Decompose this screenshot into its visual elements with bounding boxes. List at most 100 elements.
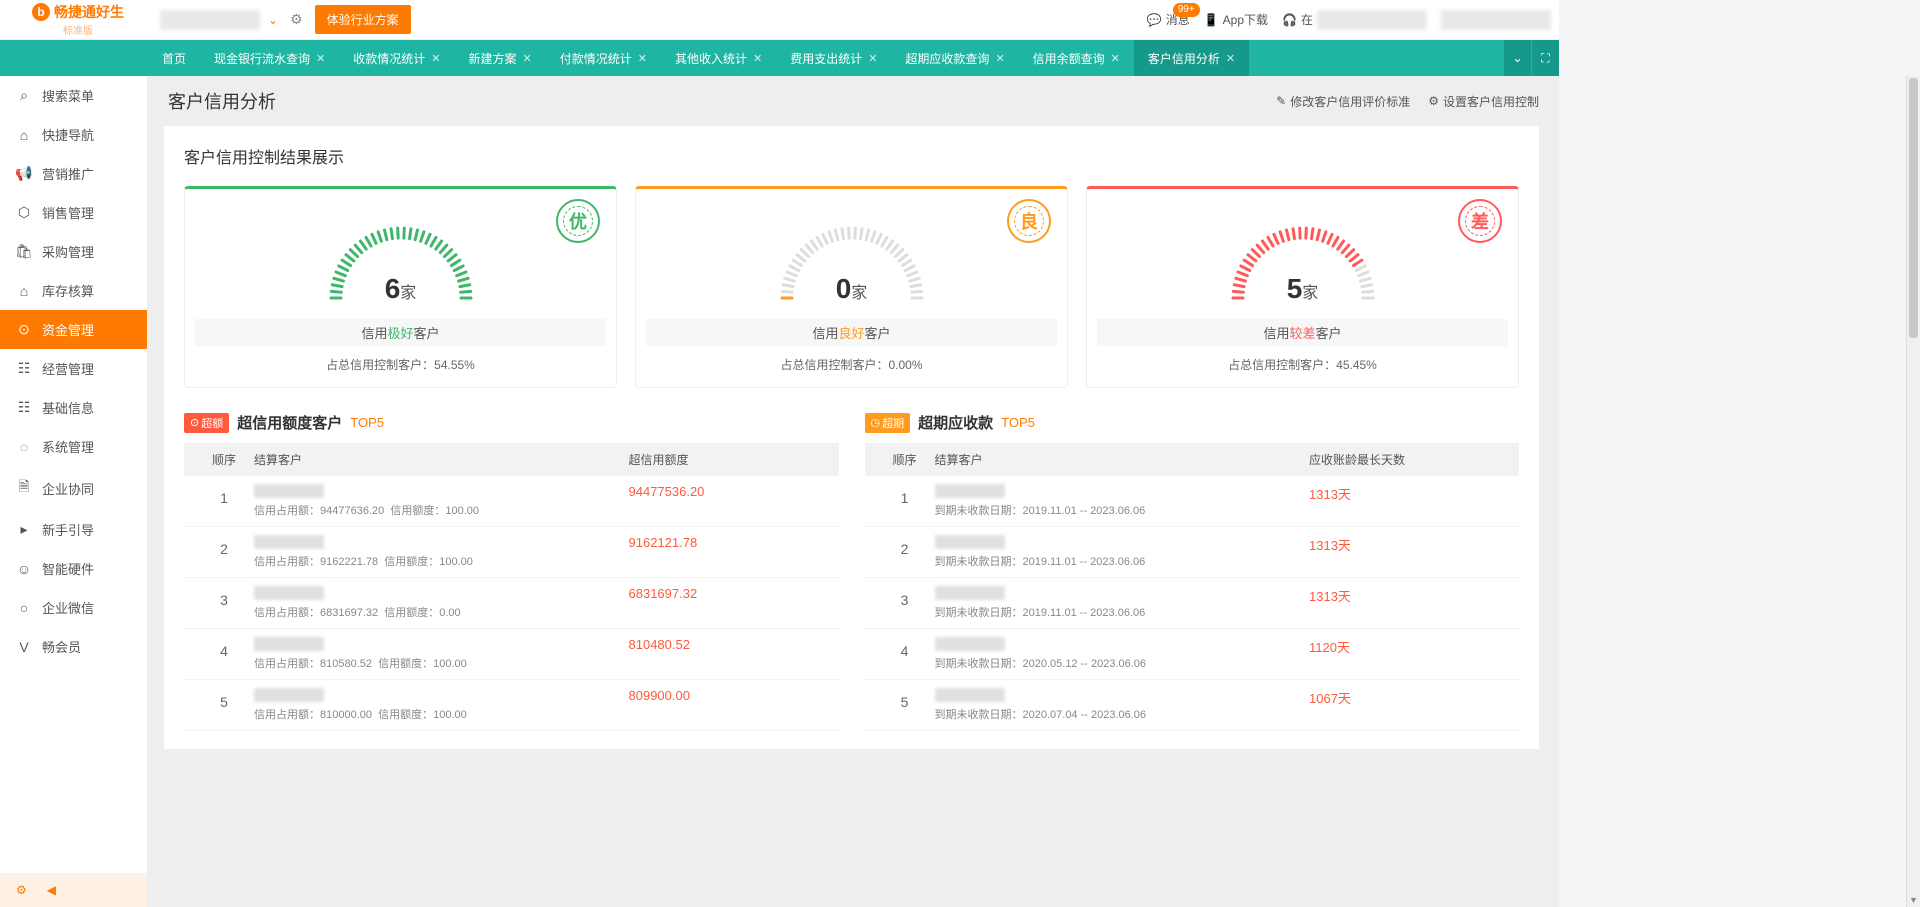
sidebar-item-0[interactable]: ⌕搜索菜单	[0, 76, 147, 115]
row-seq: 2	[875, 535, 935, 557]
card-stamp: 良	[1007, 199, 1051, 243]
tab-1[interactable]: 现金银行流水查询✕	[200, 40, 339, 76]
overdue-days: 1313天	[1309, 586, 1509, 605]
tab-fullscreen-icon[interactable]: ⛶	[1531, 40, 1559, 76]
overdue-tag: ◷超期	[865, 413, 911, 433]
sidebar-item-5[interactable]: ⌂库存核算	[0, 271, 147, 310]
sidebar-item-2[interactable]: 📢营销推广	[0, 154, 147, 193]
row-seq: 4	[194, 637, 254, 659]
tab-3[interactable]: 新建方案✕	[454, 40, 545, 76]
tab-label: 收款情况统计	[353, 50, 425, 67]
tab-close-icon[interactable]: ✕	[1226, 52, 1235, 65]
sidebar-icon: ▸	[16, 521, 32, 538]
overdue-row: 5 到期未收款日期：2020.07.04 -- 2023.06.06 1067天	[865, 680, 1520, 731]
edit-credit-standard-link[interactable]: ✎修改客户信用评价标准	[1276, 93, 1410, 110]
tab-2[interactable]: 收款情况统计 ✕	[339, 40, 454, 76]
sidebar-item-6[interactable]: ⊙ 资金管理	[0, 310, 147, 349]
tab-label: 首页	[162, 50, 186, 67]
sidebar-item-14[interactable]: V畅会员	[0, 627, 147, 666]
sidebar-item-13[interactable]: ○企业微信	[0, 588, 147, 627]
sidebar-icon: ☷	[16, 360, 32, 377]
scrollbar-thumb[interactable]	[1909, 78, 1918, 338]
over-amount: 6831697.32	[629, 586, 829, 601]
logo: b 畅捷通好生 标准版	[8, 2, 148, 37]
overdue-days: 1120天	[1309, 637, 1509, 656]
sidebar-item-9[interactable]: ◌系统管理	[0, 427, 147, 466]
messages-link[interactable]: 💬 消息 99+	[1147, 11, 1190, 28]
support-link[interactable]: 🎧 在	[1282, 10, 1427, 30]
customer-name-obscured	[935, 484, 1005, 498]
customer-name-obscured	[935, 688, 1005, 702]
sidebar-item-12[interactable]: ☺智能硬件	[0, 549, 147, 588]
tab-9[interactable]: 客户信用分析✕	[1134, 40, 1249, 76]
sidebar-item-8[interactable]: ☷ 基础信息	[0, 388, 147, 427]
card-percentage: 占总信用控制客户：45.45%	[1097, 356, 1508, 373]
tab-bar: 首页现金银行流水查询✕收款情况统计✕新建方案✕付款情况统计✕其他收入统计✕费用支…	[0, 40, 1559, 76]
tab-7[interactable]: 超期应收款查询✕	[891, 40, 1018, 76]
tab-0[interactable]: 首页	[148, 40, 200, 76]
tab-8[interactable]: 信用余额查询✕	[1019, 40, 1134, 76]
customer-name-obscured	[254, 535, 324, 549]
row-seq: 5	[194, 688, 254, 710]
sidebar-icon: 🛍	[16, 243, 32, 260]
credit-table-header: 顺序 结算客户 超信用额度	[184, 443, 839, 476]
customer-sub: 到期未收款日期：2019.11.01 -- 2023.06.06	[935, 502, 1310, 518]
col-customer: 结算客户	[254, 451, 629, 468]
message-icon: 💬	[1147, 13, 1162, 27]
customer-sub: 到期未收款日期：2019.11.01 -- 2023.06.06	[935, 604, 1310, 620]
vertical-scrollbar[interactable]: ▲ ▼	[1906, 76, 1920, 907]
gauge: 6家	[311, 208, 491, 311]
sidebar-label: 畅会员	[42, 637, 81, 656]
app-download-link[interactable]: 📱 App下载	[1204, 11, 1268, 28]
sidebar-item-3[interactable]: ⬡销售管理	[0, 193, 147, 232]
sidebar-item-11[interactable]: ▸新手引导	[0, 510, 147, 549]
overdue-top5: TOP5	[1001, 415, 1035, 430]
gauge-unit: 家	[851, 285, 867, 302]
tab-close-icon[interactable]: ✕	[316, 52, 325, 65]
tab-close-icon[interactable]: ✕	[753, 52, 762, 65]
tab-close-icon[interactable]: ✕	[1111, 52, 1120, 65]
set-credit-control-link[interactable]: ⚙设置客户信用控制	[1428, 93, 1539, 110]
customer-name-obscured	[935, 637, 1005, 651]
sidebar-label: 企业协同	[42, 479, 94, 498]
sidebar-label: 系统管理	[42, 437, 94, 456]
customer-sub: 信用占用额：810580.52 信用额度：100.00	[254, 655, 629, 671]
row-seq: 1	[875, 484, 935, 506]
tab-close-icon[interactable]: ✕	[868, 52, 877, 65]
col-customer: 结算客户	[935, 451, 1310, 468]
sidebar-collapse-icon[interactable]: ◀	[47, 883, 56, 897]
scroll-down-icon[interactable]: ▼	[1907, 893, 1920, 907]
tab-close-icon[interactable]: ✕	[995, 52, 1004, 65]
section-title: 客户信用控制结果展示	[184, 144, 1519, 168]
sidebar-item-10[interactable]: 🗎企业协同	[0, 466, 147, 510]
sidebar-item-1[interactable]: ⌂快捷导航	[0, 115, 147, 154]
settings-gear-icon[interactable]: ⚙	[290, 11, 303, 28]
tab-5[interactable]: 其他收入统计✕	[661, 40, 776, 76]
sidebar-icon: ☷	[16, 399, 32, 416]
company-dropdown-icon[interactable]: ⌄	[268, 13, 278, 27]
customer-sub: 信用占用额：9162221.78 信用额度：100.00	[254, 553, 629, 569]
gauge-number: 0	[836, 273, 852, 304]
tab-close-icon[interactable]: ✕	[638, 52, 647, 65]
sidebar-item-7[interactable]: ☷经营管理	[0, 349, 147, 388]
customer-sub: 到期未收款日期：2019.11.01 -- 2023.06.06	[935, 553, 1310, 569]
logo-text: 畅捷通好生	[54, 2, 124, 22]
sidebar-label: 资金管理	[42, 320, 94, 339]
card-label: 信用良好客户	[646, 319, 1057, 346]
sidebar-settings-icon[interactable]: ⚙	[16, 883, 27, 897]
tab-close-icon[interactable]: ✕	[431, 52, 440, 65]
tab-scroll-toggle[interactable]: ⌄	[1503, 40, 1531, 76]
sidebar-icon: ⊙	[16, 321, 32, 338]
customer-sub: 到期未收款日期：2020.05.12 -- 2023.06.06	[935, 655, 1310, 671]
tab-label: 费用支出统计	[790, 50, 862, 67]
sidebar-item-4[interactable]: 🛍采购管理	[0, 232, 147, 271]
sidebar-label: 基础信息	[42, 398, 94, 417]
sidebar-icon: ⌕	[16, 87, 32, 104]
sidebar-label: 库存核算	[42, 281, 94, 300]
customer-name-obscured	[935, 586, 1005, 600]
tab-4[interactable]: 付款情况统计✕	[546, 40, 661, 76]
tab-6[interactable]: 费用支出统计 ✕	[776, 40, 891, 76]
tab-close-icon[interactable]: ✕	[523, 52, 532, 65]
customer-name-obscured	[254, 484, 324, 498]
experience-button[interactable]: 体验行业方案	[315, 5, 411, 34]
